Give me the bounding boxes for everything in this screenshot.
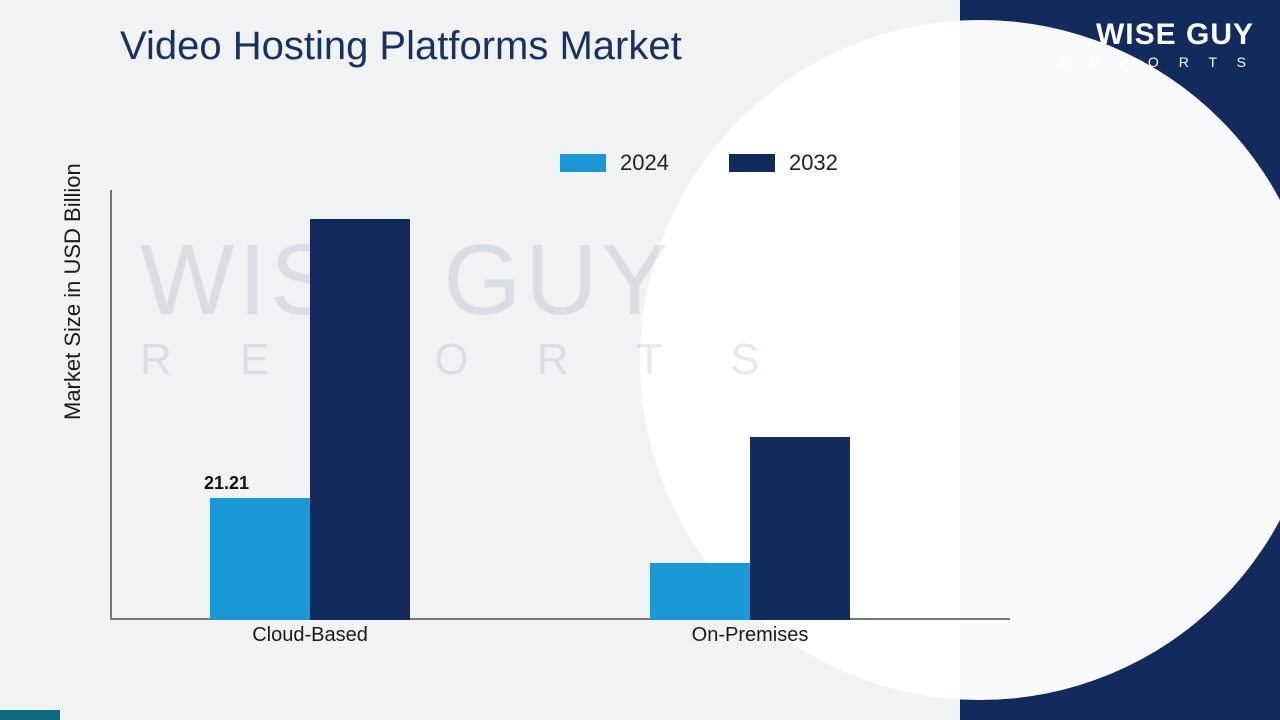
category-label-cloud-based: Cloud-Based (210, 624, 410, 647)
chart-canvas: WISE GUY R E P O R T S WISE GUY R E P O … (0, 0, 1280, 720)
y-axis-label: Market Size in USD Billion (60, 163, 86, 420)
legend-item-2032: 2032 (729, 150, 838, 176)
brand-line1: WISE GUY (1060, 18, 1254, 52)
bottom-accent-strip (0, 710, 60, 720)
y-axis-line (110, 190, 112, 620)
bar-cloud-based-2032 (310, 219, 410, 620)
legend-swatch-2032 (729, 154, 775, 172)
bar-on-premises-2024 (650, 563, 750, 620)
bar-group-cloud-based: Cloud-Based 21.21 (210, 219, 410, 620)
brand-line2: R E P O R T S (1060, 54, 1254, 70)
legend-item-2024: 2024 (560, 150, 669, 176)
legend: 2024 2032 (560, 150, 838, 176)
value-label-cloud-based-2024: 21.21 (204, 473, 249, 494)
legend-label-2032: 2032 (789, 150, 838, 176)
chart-title: Video Hosting Platforms Market (120, 24, 682, 69)
bar-group-on-premises: On-Premises (650, 437, 850, 620)
plot-area: Cloud-Based 21.21 On-Premises (110, 190, 1010, 650)
legend-swatch-2024 (560, 154, 606, 172)
brand-logo-text: WISE GUY R E P O R T S (1060, 18, 1254, 70)
category-label-on-premises: On-Premises (650, 624, 850, 647)
legend-label-2024: 2024 (620, 150, 669, 176)
bar-cloud-based-2024 (210, 498, 310, 620)
bar-on-premises-2032 (750, 437, 850, 620)
